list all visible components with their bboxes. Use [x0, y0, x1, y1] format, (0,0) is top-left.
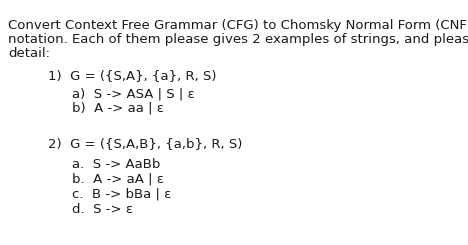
Text: b)  A -> aa | ε: b) A -> aa | ε [72, 101, 164, 114]
Text: a.  S -> AaBb: a. S -> AaBb [72, 158, 161, 171]
Text: b.  A -> aA | ε: b. A -> aA | ε [72, 172, 164, 185]
Text: 1)  G = ({S,A}, {a}, R, S): 1) G = ({S,A}, {a}, R, S) [48, 70, 217, 83]
Text: a)  S -> ASA | S | ε: a) S -> ASA | S | ε [72, 87, 195, 100]
Text: Convert Context Free Grammar (CFG) to Chomsky Normal Form (CNF), using set: Convert Context Free Grammar (CFG) to Ch… [8, 20, 468, 33]
Text: d.  S -> ε: d. S -> ε [72, 203, 133, 216]
Text: 2)  G = ({S,A,B}, {a,b}, R, S): 2) G = ({S,A,B}, {a,b}, R, S) [48, 137, 242, 150]
Text: detail:: detail: [8, 48, 50, 61]
Text: notation. Each of them please gives 2 examples of strings, and please do it by: notation. Each of them please gives 2 ex… [8, 34, 468, 47]
Text: c.  B -> bBa | ε: c. B -> bBa | ε [72, 187, 171, 200]
